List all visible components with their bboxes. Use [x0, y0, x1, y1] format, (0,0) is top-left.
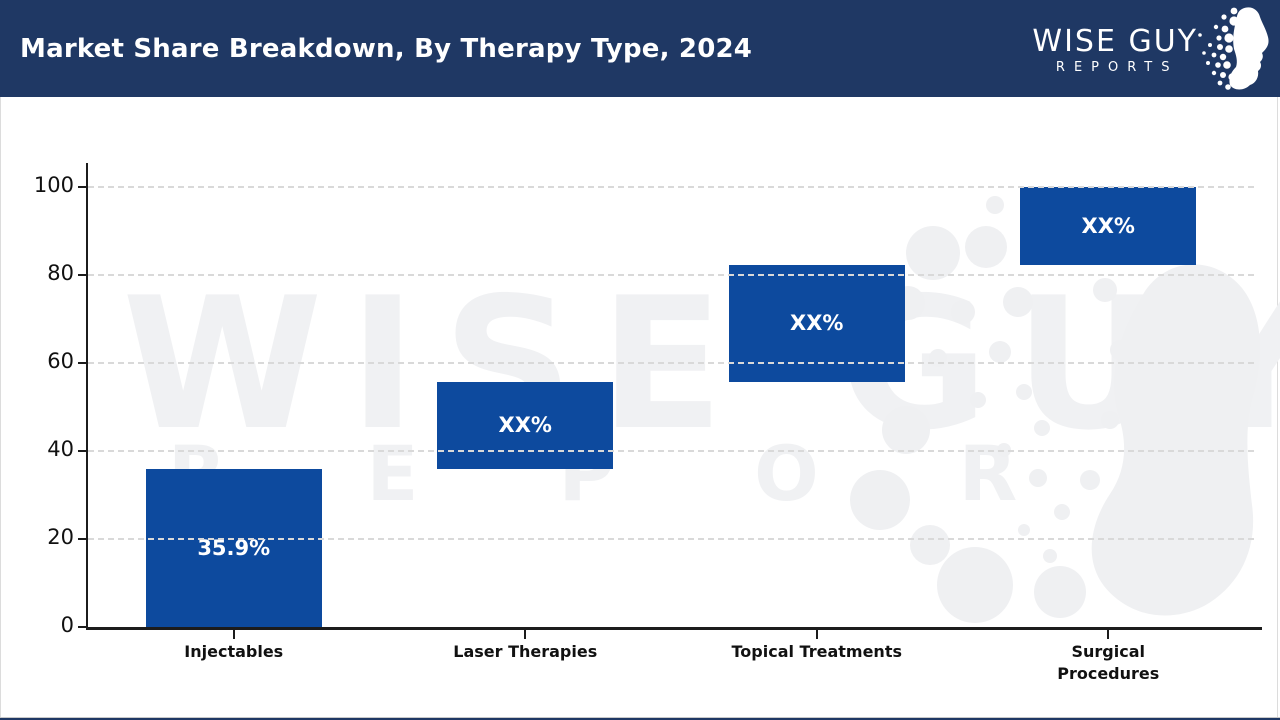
bar: 35.9%	[145, 469, 322, 627]
y-tick-label: 100	[33, 173, 74, 197]
y-tick-label: 40	[47, 437, 74, 461]
y-tick-label: 20	[47, 525, 74, 549]
y-tick-label: 60	[47, 349, 74, 373]
x-tick-mark	[815, 630, 818, 639]
y-tick-mark	[78, 274, 87, 276]
footer-bar	[0, 718, 1280, 720]
content-bottom-border	[0, 717, 1280, 718]
brand-subname: REPORTS	[1055, 59, 1179, 75]
x-category-label: Topical Treatments	[731, 642, 902, 661]
x-category-label: Injectables	[184, 642, 284, 661]
y-tick-label: 80	[47, 261, 74, 285]
y-tick-mark	[78, 186, 87, 188]
gridline	[88, 362, 1254, 364]
y-tick-mark	[78, 538, 87, 540]
gridline	[88, 538, 1254, 540]
y-tick-mark	[78, 626, 87, 628]
y-tick-mark	[78, 450, 87, 452]
x-category-label: Surgical Procedures	[1057, 642, 1160, 683]
watermark-text: WISE GUY	[122, 258, 1280, 470]
x-axis-line	[86, 627, 1262, 630]
y-axis-line	[86, 163, 88, 630]
y-tick-mark	[78, 362, 87, 364]
x-tick-mark	[524, 630, 527, 639]
bar-value-label: 35.9%	[197, 536, 271, 560]
brand-logo-text: WISE GUY REPORTS	[1032, 24, 1198, 75]
header-bar: Market Share Breakdown, By Therapy Type,…	[0, 0, 1280, 97]
gridline	[88, 274, 1254, 276]
brand-face-dots-icon	[1198, 7, 1269, 90]
gridline	[88, 450, 1254, 452]
x-tick-mark	[1107, 630, 1110, 639]
brand-name: WISE GUY	[1032, 23, 1198, 59]
y-tick-label: 0	[60, 613, 74, 637]
x-tick-mark	[232, 630, 235, 639]
gridline	[88, 186, 1254, 188]
page-title: Market Share Breakdown, By Therapy Type,…	[20, 33, 753, 64]
bar: XX%	[1020, 187, 1197, 265]
bar-value-label: XX%	[1081, 213, 1135, 238]
bar-value-label: XX%	[498, 413, 552, 438]
bar: XX%	[728, 264, 905, 382]
bar: XX%	[437, 381, 614, 470]
brand-logo: WISE GUY REPORTS	[1032, 4, 1270, 94]
x-category-label: Laser Therapies	[453, 642, 598, 661]
bar-value-label: XX%	[790, 311, 844, 336]
